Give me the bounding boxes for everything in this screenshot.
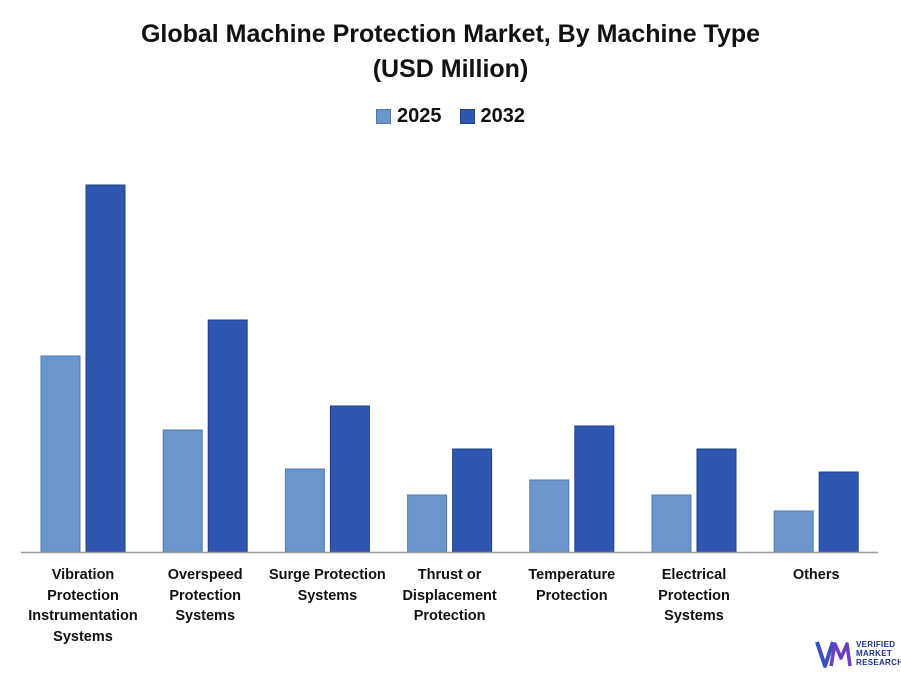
category-label-line: Thrust or — [417, 567, 482, 583]
logo-line-1: VERIFIED — [856, 639, 896, 649]
vmr-logo-icon — [815, 641, 852, 668]
verified-market-research-logo: VERIFIED MARKET RESEARCH — [815, 636, 901, 670]
category-label-5: Electrical Protection Systems — [629, 565, 759, 627]
bar-2032-cat-5 — [696, 448, 737, 553]
logo-line-2: MARKET — [856, 648, 893, 658]
bar-2025-cat-4 — [529, 479, 570, 553]
bar-2025-cat-2 — [284, 468, 325, 553]
category-label-line: Surge Protection — [268, 567, 386, 583]
legend: 2025 2032 — [0, 105, 901, 128]
bar-2032-cat-1 — [207, 319, 248, 553]
category-label-line: Protection — [535, 587, 608, 604]
logo-line-3: RESEARCH — [856, 657, 901, 667]
category-label-line: Protection — [658, 587, 730, 604]
chart-title: Global Machine Protection Market, By Mac… — [140, 20, 761, 48]
bar-2032-cat-4 — [574, 425, 615, 553]
legend-label-2025: 2025 — [397, 105, 442, 127]
bar-2032-cat-6 — [818, 471, 859, 553]
bar-2025-cat-5 — [651, 494, 692, 553]
category-label-line: Overspeed — [167, 567, 243, 583]
category-label-line: Protection — [413, 608, 486, 624]
category-label-0: Vibration Protection Instrumentation System… — [18, 565, 148, 647]
category-label-line: Systems — [297, 587, 358, 604]
category-label-line: Others — [792, 567, 840, 583]
legend-item-2032: 2032 — [459, 105, 526, 128]
category-label-line: Systems — [664, 608, 724, 624]
category-label-line: Instrumentation — [28, 608, 138, 624]
category-label-line: Electrical — [661, 567, 727, 583]
category-label-line: Systems — [175, 608, 236, 624]
category-label-4: Temperature Protection — [507, 565, 637, 606]
legend-label-2032: 2032 — [480, 105, 526, 127]
bar-2025-cat-0 — [40, 355, 81, 553]
bar-2032-cat-2 — [329, 405, 370, 553]
category-label-line: Temperature — [528, 567, 616, 583]
bar-2025-cat-3 — [407, 494, 448, 553]
category-label-line: Protection — [47, 587, 119, 604]
chart-subtitle: (USD Million) — [372, 55, 529, 83]
category-label-2: Surge Protection Systems — [262, 565, 392, 606]
category-label-line: Systems — [53, 628, 113, 645]
bar-2032-cat-0 — [85, 184, 126, 553]
legend-item-2025: 2025 — [376, 105, 442, 128]
legend-swatch-2032 — [459, 109, 475, 124]
category-label-line: Protection — [169, 587, 242, 604]
category-label-1: Overspeed Protection Systems — [140, 565, 270, 627]
bar-2025-cat-6 — [773, 510, 814, 553]
bar-2032-cat-3 — [452, 448, 493, 553]
category-label-line: Vibration — [51, 567, 115, 583]
category-label-3: Thrust or Displacement Protection — [385, 565, 515, 627]
legend-swatch-2025 — [376, 109, 391, 124]
category-label-line: Displacement — [402, 587, 497, 604]
category-label-6: Others — [751, 565, 881, 586]
bar-2025-cat-1 — [162, 429, 203, 553]
